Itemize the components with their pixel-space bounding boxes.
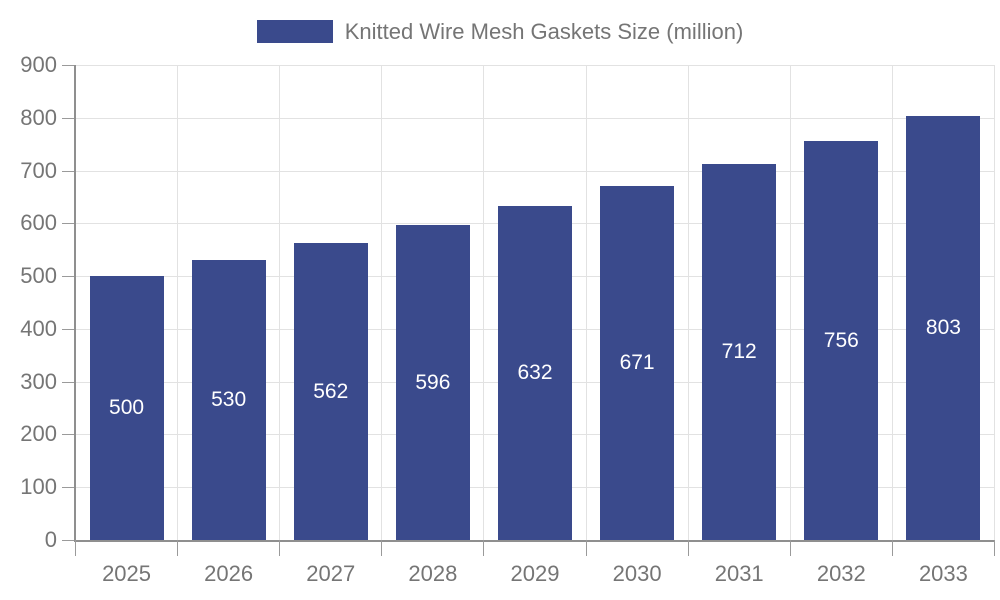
x-tick-mark: [75, 540, 76, 556]
category-cell: 803 2033: [893, 65, 995, 586]
y-tick-label: 100: [20, 474, 57, 500]
x-tick-label: 2027: [306, 561, 356, 586]
y-tick-mark: [62, 65, 74, 66]
bar[interactable]: 803: [906, 116, 981, 540]
y-tick-label: 300: [20, 368, 57, 394]
bar[interactable]: 632: [497, 206, 572, 540]
x-tick-label: 2032: [816, 561, 866, 586]
bar-value-label: 562: [313, 379, 349, 403]
bar-value-label: 632: [517, 361, 553, 385]
bar-value-label: 756: [823, 328, 859, 352]
category-cell: 671 2030: [587, 65, 689, 586]
legend-item[interactable]: Knitted Wire Mesh Gaskets Size (million): [0, 20, 1000, 43]
bar[interactable]: 596: [395, 225, 470, 540]
y-tick-mark: [62, 276, 74, 278]
x-tick-label: 2025: [102, 561, 152, 586]
x-tick-label: 2029: [510, 561, 560, 586]
bar[interactable]: 671: [600, 185, 675, 540]
y-tick-label: 500: [20, 263, 57, 289]
bar-value-label: 500: [109, 396, 145, 420]
category-cell: 756 2032: [791, 65, 893, 586]
plot-area: 500 2025 530 2026 562 2027 596 2028 632 2029 671 20…: [20, 52, 995, 586]
categories-layer: 500 2025 530 2026 562 2027 596 2028 632 2029 671 20…: [76, 65, 995, 586]
x-tick-mark: [789, 540, 791, 556]
x-tick-mark: [177, 540, 179, 556]
y-tick-mark: [62, 170, 74, 172]
y-tick-label: 800: [20, 104, 57, 130]
x-tick-label: 2031: [714, 561, 764, 586]
category-cell: 596 2028: [382, 65, 485, 586]
y-tick-mark: [62, 381, 74, 383]
bar[interactable]: 530: [191, 260, 266, 540]
y-tick-mark: [62, 117, 74, 119]
x-tick-label: 2030: [612, 561, 662, 586]
x-tick-mark: [687, 540, 689, 556]
bar[interactable]: 712: [702, 164, 777, 540]
bar-value-label: 803: [925, 316, 961, 340]
bar[interactable]: 562: [293, 243, 368, 540]
y-tick-label: 400: [20, 315, 57, 341]
y-tick-mark: [62, 223, 74, 225]
y-tick-label: 0: [44, 527, 57, 552]
x-tick-label: 2033: [918, 561, 968, 586]
x-tick-mark: [483, 540, 485, 556]
y-tick-mark: [62, 487, 74, 489]
category-cell: 500 2025: [76, 65, 179, 586]
y-tick-label: 200: [20, 421, 57, 447]
bar-value-label: 530: [211, 388, 247, 412]
x-tick-label: 2026: [204, 561, 254, 586]
bar-value-label: 671: [619, 350, 655, 374]
y-tick-label: 600: [20, 210, 57, 236]
y-tick-mark: [62, 540, 74, 541]
category-cell: 632 2029: [484, 65, 587, 586]
category-cell: 712 2031: [689, 65, 791, 586]
bar-value-label: 712: [721, 340, 757, 364]
category-cell: 562 2027: [280, 65, 383, 586]
x-tick-mark: [994, 540, 995, 556]
y-tick-mark: [62, 434, 74, 436]
y-tick-label: 900: [20, 52, 57, 77]
bar[interactable]: 756: [804, 141, 879, 540]
category-cell: 530 2026: [178, 65, 281, 586]
bar[interactable]: 500: [89, 276, 164, 540]
x-tick-mark: [381, 540, 383, 556]
x-tick-mark: [585, 540, 587, 556]
x-tick-mark: [891, 540, 893, 556]
legend-swatch-icon: [256, 20, 333, 43]
x-tick-mark: [279, 540, 281, 556]
y-tick-mark: [62, 328, 74, 330]
legend-label: Knitted Wire Mesh Gaskets Size (million): [344, 19, 744, 44]
bar-value-label: 596: [415, 370, 451, 394]
y-tick-label: 700: [20, 157, 57, 183]
x-tick-label: 2028: [408, 561, 458, 586]
